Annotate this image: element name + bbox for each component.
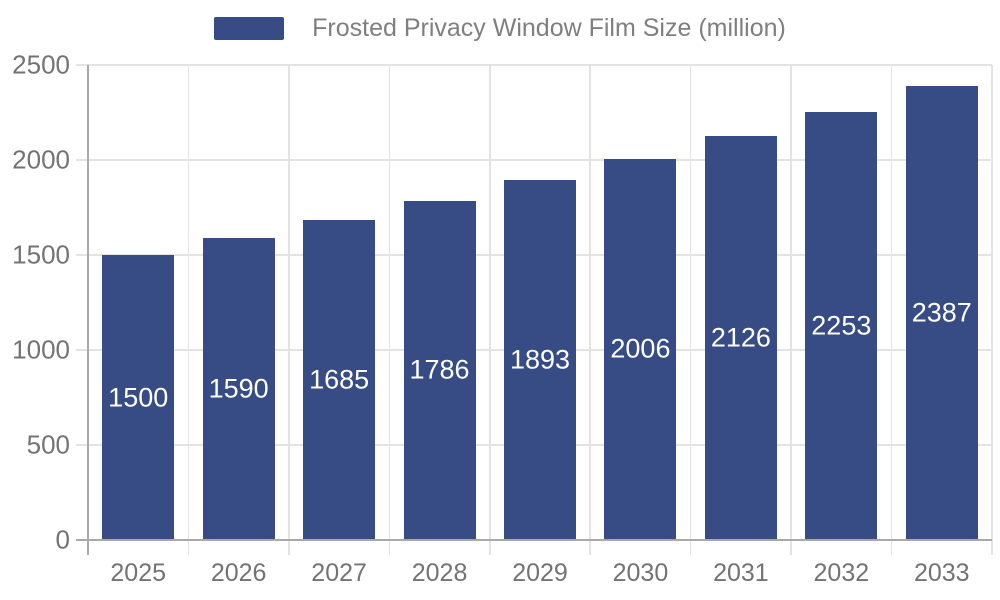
x-gridline <box>890 65 893 555</box>
legend-swatch <box>214 17 285 40</box>
x-gridline <box>589 65 591 555</box>
bar-value-label: 1590 <box>208 373 269 404</box>
x-gridline <box>991 65 993 555</box>
x-gridline <box>388 65 391 555</box>
x-axis-tick-label: 2029 <box>512 559 568 587</box>
x-axis-tick-label: 2025 <box>110 559 167 587</box>
bar-value-label: 2006 <box>610 333 671 364</box>
y-gridline <box>76 64 992 66</box>
bar <box>504 180 576 540</box>
y-axis-tick-label: 2500 <box>12 49 70 80</box>
y-gridline <box>76 159 992 161</box>
bar-value-label: 1685 <box>309 364 370 395</box>
x-gridline <box>489 65 491 555</box>
legend-label: Frosted Privacy Window Film Size (millio… <box>312 14 786 42</box>
x-axis-tick-label: 2027 <box>311 559 367 587</box>
x-gridline <box>187 65 190 555</box>
y-axis-tick-label: 500 <box>26 429 70 460</box>
y-axis-line <box>87 65 89 555</box>
y-axis-tick-label: 2000 <box>12 144 70 175</box>
bar-value-label: 1500 <box>108 382 169 412</box>
bar-value-label: 2387 <box>911 297 972 328</box>
x-axis-tick-label: 2030 <box>612 559 669 587</box>
x-axis-tick-label: 2028 <box>411 559 468 587</box>
x-axis-tick-label: 2026 <box>210 559 267 587</box>
y-axis-tick-label: 1500 <box>12 239 70 270</box>
bar <box>202 237 275 540</box>
bar <box>604 158 677 540</box>
x-gridline <box>288 65 290 555</box>
y-axis-tick-label: 0 <box>55 524 70 555</box>
bar <box>905 86 978 540</box>
x-axis-tick-label: 2031 <box>713 559 769 587</box>
legend-item[interactable]: Frosted Privacy Window Film Size (millio… <box>0 14 1000 43</box>
x-gridline <box>790 65 792 555</box>
x-axis-line <box>76 539 992 541</box>
bar <box>303 219 376 540</box>
x-gridline <box>689 65 692 555</box>
y-axis-tick-label: 1000 <box>12 334 70 365</box>
bar <box>805 111 878 540</box>
x-axis-tick-label: 2033 <box>913 559 970 587</box>
bar <box>102 255 175 540</box>
bar <box>403 200 476 540</box>
bar <box>704 136 777 540</box>
bar-value-label: 2253 <box>811 310 872 341</box>
bar-value-label: 2126 <box>710 322 771 353</box>
bar-value-label: 1893 <box>509 344 571 375</box>
x-axis-tick-label: 2032 <box>813 559 870 587</box>
bar-value-label: 1786 <box>409 354 470 385</box>
